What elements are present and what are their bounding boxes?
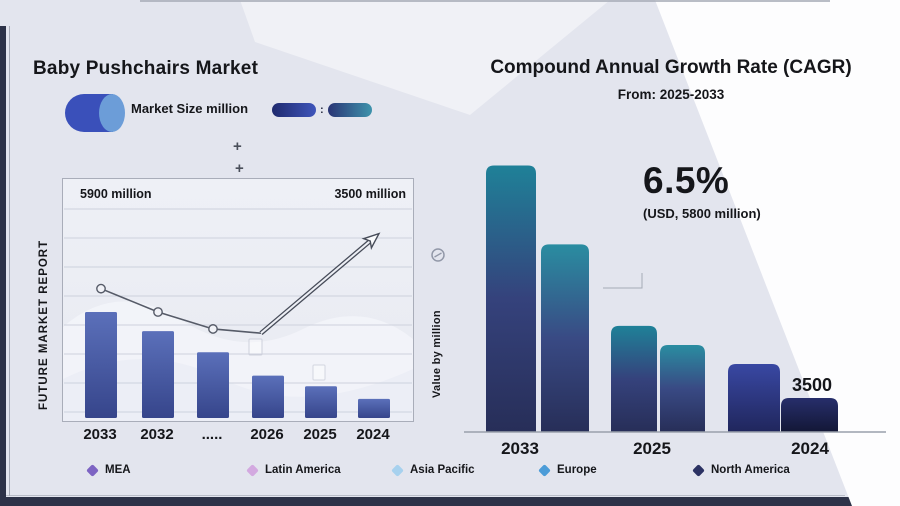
legend-diamond-icon (538, 463, 551, 477)
legend-diamond-icon (391, 463, 404, 477)
left-edge-bar (0, 26, 6, 506)
x-label-2032: 2032 (140, 426, 174, 443)
legend-diamond-icon (246, 463, 259, 477)
legend-label: Asia Pacific (410, 464, 475, 476)
ratio-pills: : (272, 103, 372, 117)
legend-item-latin-america: Latin America (246, 463, 341, 477)
vertical-watermark-label: FUTURE MARKET REPORT (38, 239, 50, 410)
arrow-head (361, 232, 381, 250)
y-axis-label: Value by million (431, 310, 443, 398)
bar-2025-b (660, 344, 705, 432)
x-label-2033: 2033 (501, 439, 539, 458)
bar-2032 (142, 331, 174, 418)
plus-glyph-top: + (233, 138, 242, 155)
value-label-3500: 3500 (792, 375, 832, 395)
cagr-chart: 3500 2033 2025 2024 (462, 148, 892, 458)
legend-item-mea: MEA (86, 463, 131, 477)
market-size-chart-svg (63, 208, 413, 421)
bottom-hairline (0, 495, 845, 496)
x-label-2026: 2026 (250, 426, 284, 443)
cagr-title: Compound Annual Growth Rate (CAGR) (490, 57, 852, 78)
bar-2025-a (611, 325, 657, 432)
cagr-note: (USD, 5800 million) (643, 206, 761, 221)
left-hairline (9, 26, 10, 496)
legend-item-asia-pacific: Asia Pacific (391, 463, 475, 477)
ratio-pill-right (327, 103, 372, 117)
bar-2024-a (728, 364, 780, 432)
plus-glyph-bottom: + (235, 160, 244, 177)
capsule-icon (65, 94, 125, 132)
capsule-cap (99, 94, 125, 132)
bottom-edge-bar (0, 497, 900, 506)
document-watermark-icon (248, 338, 263, 356)
x-label-2033: 2033 (83, 426, 117, 443)
bar-2025 (305, 386, 337, 418)
ratio-pill-left (272, 103, 316, 117)
market-size-chart (62, 178, 414, 422)
x-label-2025: 2025 (303, 426, 337, 443)
legend-item-europe: Europe (538, 463, 597, 477)
legend-diamond-icon (86, 463, 99, 477)
market-size-label: Market Size million (131, 101, 249, 116)
page-title: Baby Pushchairs Market (33, 58, 259, 79)
cagr-chart-svg: 3500 2033 2025 2024 (464, 165, 886, 458)
legend-label: Europe (557, 464, 597, 476)
document-watermark-icon (312, 364, 326, 381)
right-header: Compound Annual Growth Rate (CAGR) From:… (455, 57, 887, 102)
bar-2024-b (781, 398, 838, 432)
legend-label: North America (711, 464, 790, 476)
trend-marker (208, 324, 218, 334)
legend-label: Latin America (265, 464, 341, 476)
chart-annotation-forecast: 5900 million (80, 187, 152, 201)
ratio-separator: : (320, 104, 324, 116)
bar-2033 (85, 312, 117, 418)
x-label-2024: 2024 (791, 439, 829, 458)
circle-slash-icon (431, 248, 445, 262)
legend-diamond-icon (692, 463, 705, 477)
bar-..... (197, 352, 229, 418)
cagr-value: 6.5% (643, 160, 730, 201)
trend-marker (153, 307, 163, 317)
legend-label: MEA (105, 464, 131, 476)
x-label-2025: 2025 (633, 439, 671, 458)
bar-2024 (358, 398, 390, 418)
top-hairline (140, 0, 830, 2)
bar-2033-a (486, 165, 536, 432)
chart-annotation-base: 3500 million (334, 187, 406, 201)
cagr-subtitle: From: 2025-2033 (617, 87, 725, 102)
trend-line (100, 287, 262, 334)
step-annotation (603, 273, 643, 289)
bar-2026 (252, 375, 284, 418)
x-label-.....: ..... (201, 426, 223, 443)
trend-marker (96, 283, 106, 294)
legend-item-north-america: North America (692, 463, 790, 477)
bar-2033-b (541, 244, 589, 432)
x-label-2024: 2024 (356, 426, 390, 443)
cagr-callout: 6.5% (USD, 5800 million) (643, 160, 761, 221)
